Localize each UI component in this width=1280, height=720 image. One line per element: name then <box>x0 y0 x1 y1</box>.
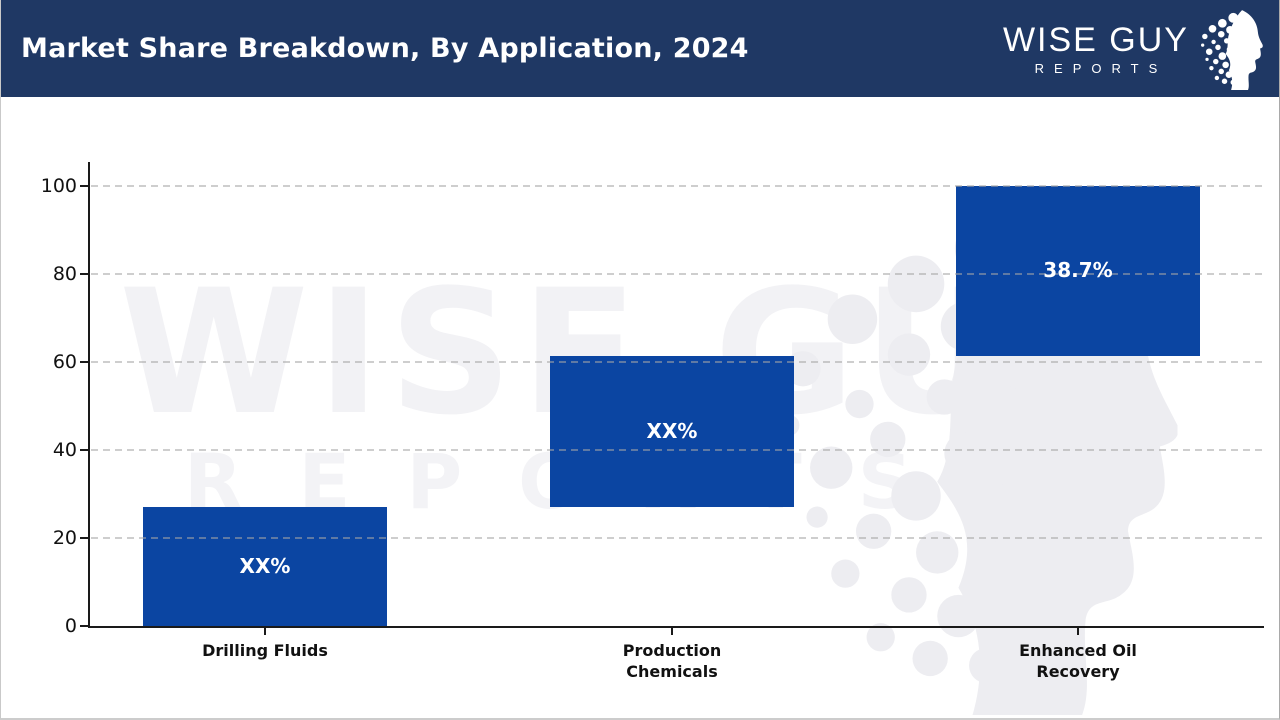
logo-subtitle: REPORTS <box>1034 60 1168 76</box>
y-tick-label-60: 60 <box>52 351 77 373</box>
x-tick-mark <box>1077 628 1079 635</box>
y-tick-label-0: 0 <box>64 615 77 637</box>
logo-text: WISE GUY REPORTS <box>1003 23 1189 76</box>
y-tick-label-40: 40 <box>52 439 77 461</box>
y-tick-mark-100 <box>80 185 88 187</box>
gridline-20 <box>91 537 1263 539</box>
x-category-label-production-chemicals: Production Chemicals <box>622 641 722 681</box>
logo-wordmark: WISE GUY <box>1002 20 1189 59</box>
y-tick-label-20: 20 <box>52 527 77 549</box>
bar-value-label: XX% <box>239 553 291 578</box>
y-tick-mark-20 <box>80 537 88 539</box>
bar-value-label: XX% <box>646 418 698 443</box>
y-tick-mark-80 <box>80 273 88 275</box>
y-tick-mark-40 <box>80 449 88 451</box>
x-category-label-drilling-fluids: Drilling Fluids <box>202 641 328 660</box>
gridline-60 <box>91 361 1263 363</box>
page-title: Market Share Breakdown, By Application, … <box>21 33 749 64</box>
header-bar: Market Share Breakdown, By Application, … <box>1 0 1279 97</box>
gridline-100 <box>91 185 1263 187</box>
y-axis-spine <box>88 162 90 628</box>
y-tick-mark-0 <box>80 625 88 627</box>
x-category-label-enhanced-oil-recovery: Enhanced Oil Recovery <box>1019 641 1137 681</box>
gridline-40 <box>91 449 1263 451</box>
y-tick-label-100: 100 <box>40 175 77 197</box>
x-tick-mark <box>264 628 266 635</box>
y-tick-label-80: 80 <box>52 263 77 285</box>
gridline-80 <box>91 273 1263 275</box>
y-tick-mark-60 <box>80 361 88 363</box>
wise-guy-reports-logo: WISE GUY REPORTS <box>1003 8 1267 90</box>
bar-value-label: 38.7% <box>1043 258 1113 283</box>
bar-drilling-fluids <box>143 507 387 626</box>
bar-production-chemicals <box>550 356 794 508</box>
x-axis-spine <box>88 626 1264 628</box>
x-tick-mark <box>671 628 673 635</box>
